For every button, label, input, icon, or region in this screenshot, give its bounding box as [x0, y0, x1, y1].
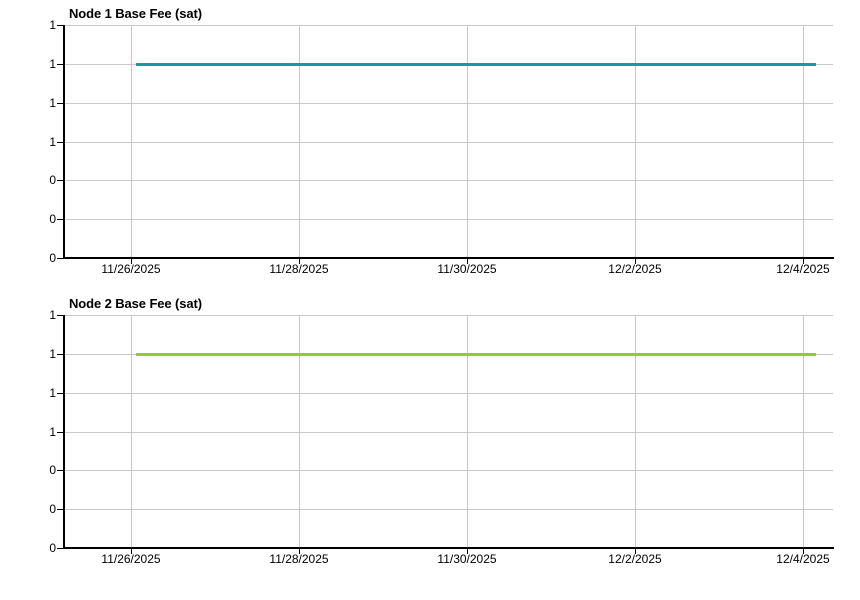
y-axis-tick-label: 0 [49, 212, 56, 226]
y-axis-tick [57, 64, 63, 65]
y-axis-tick [57, 509, 63, 510]
gridline-horizontal [63, 180, 833, 181]
chart-panel-node-2: Node 2 Base Fee (sat) 1 1 1 1 0 0 0 11/26/2025… [0, 290, 860, 580]
chart-title: Node 2 Base Fee (sat) [69, 296, 203, 311]
gridline-vertical [131, 25, 132, 258]
chart-title: Node 1 Base Fee (sat) [69, 6, 203, 21]
x-axis-tick-label: 11/26/2025 [101, 552, 161, 566]
gridline-horizontal [63, 432, 833, 433]
y-axis-tick-label: 1 [49, 57, 56, 71]
x-axis-tick-label: 11/26/2025 [101, 262, 161, 276]
y-axis-labels: 1 1 1 1 0 0 0 [0, 0, 56, 290]
y-axis-tick-label: 1 [49, 386, 56, 400]
y-axis-tick [57, 219, 63, 220]
x-axis-tick [131, 259, 132, 264]
x-axis-line [63, 547, 834, 549]
gridline-vertical [131, 315, 132, 548]
gridline-vertical [635, 315, 636, 548]
y-axis-tick-label: 0 [49, 502, 56, 516]
gridline-vertical [635, 25, 636, 258]
x-axis-line [63, 257, 834, 259]
y-axis-tick-label: 0 [49, 463, 56, 477]
gridline-horizontal [63, 509, 833, 510]
x-axis-tick-label: 12/4/2025 [776, 262, 830, 276]
y-axis-tick-label: 1 [49, 135, 56, 149]
y-axis-tick [57, 432, 63, 433]
y-axis-tick [57, 103, 63, 104]
y-axis-tick-label: 1 [49, 347, 56, 361]
gridline-vertical [803, 25, 804, 258]
x-axis-tick-label: 11/28/2025 [269, 552, 329, 566]
x-axis-tick-label: 11/30/2025 [437, 552, 497, 566]
y-axis-tick [57, 393, 63, 394]
gridline-vertical [467, 25, 468, 258]
y-axis-tick-label: 1 [49, 308, 56, 322]
y-axis-tick-label: 1 [49, 18, 56, 32]
y-axis-tick [57, 142, 63, 143]
x-axis-tick [635, 549, 636, 554]
gridline-horizontal [63, 103, 833, 104]
x-axis-tick [803, 259, 804, 264]
x-axis-tick [635, 259, 636, 264]
y-axis-tick [57, 470, 63, 471]
y-axis-tick [57, 25, 63, 26]
y-axis-tick-label: 1 [49, 425, 56, 439]
gridline-vertical [803, 315, 804, 548]
gridline-horizontal [63, 315, 833, 316]
y-axis-tick [57, 258, 63, 259]
gridline-vertical [299, 315, 300, 548]
series-line-node-1 [136, 63, 816, 66]
x-axis-tick [299, 259, 300, 264]
y-axis-line [63, 315, 65, 549]
chart-panel-node-1: Node 1 Base Fee (sat) 1 1 1 1 0 0 0 11/26/2025… [0, 0, 860, 290]
x-axis-tick [803, 549, 804, 554]
gridline-horizontal [63, 219, 833, 220]
x-axis-tick-label: 12/2/2025 [608, 552, 662, 566]
gridline-horizontal [63, 25, 833, 26]
x-axis-tick [299, 549, 300, 554]
y-axis-tick [57, 354, 63, 355]
y-axis-line [63, 25, 65, 259]
y-axis-tick [57, 180, 63, 181]
y-axis-labels: 1 1 1 1 0 0 0 [0, 290, 56, 580]
y-axis-tick-label: 1 [49, 96, 56, 110]
gridline-vertical [467, 315, 468, 548]
gridline-vertical [299, 25, 300, 258]
y-axis-tick-label: 0 [49, 541, 56, 555]
plot-area [63, 25, 833, 259]
y-axis-tick-label: 0 [49, 173, 56, 187]
series-line-node-2 [136, 353, 816, 356]
x-axis-tick-label: 12/4/2025 [776, 552, 830, 566]
gridline-horizontal [63, 142, 833, 143]
x-axis-tick [467, 259, 468, 264]
gridline-horizontal [63, 393, 833, 394]
x-axis-tick [131, 549, 132, 554]
x-axis-tick-label: 11/30/2025 [437, 262, 497, 276]
x-axis-tick [467, 549, 468, 554]
y-axis-tick [57, 548, 63, 549]
gridline-horizontal [63, 470, 833, 471]
x-axis-tick-label: 11/28/2025 [269, 262, 329, 276]
y-axis-tick [57, 315, 63, 316]
x-axis-tick-label: 12/2/2025 [608, 262, 662, 276]
plot-area [63, 315, 833, 549]
y-axis-tick-label: 0 [49, 251, 56, 265]
